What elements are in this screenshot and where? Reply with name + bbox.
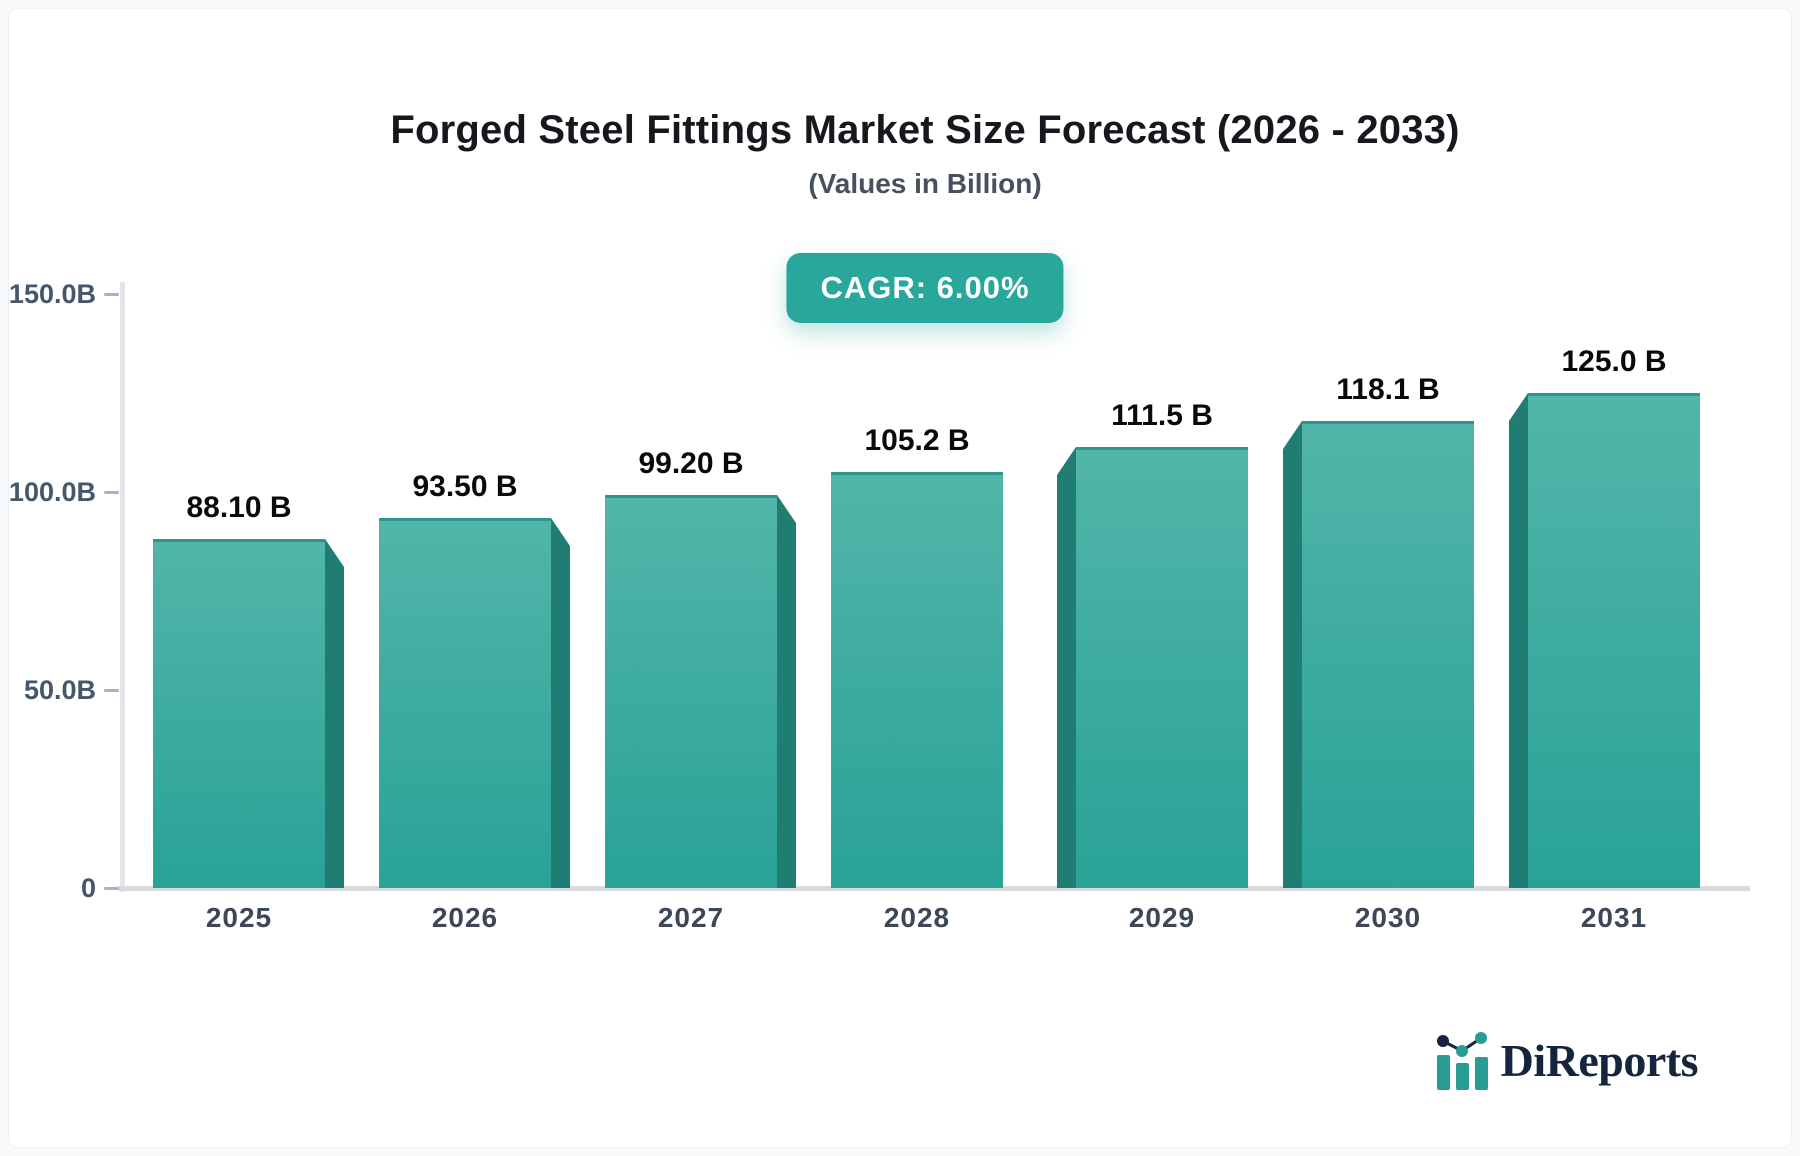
- bar-2027: [605, 495, 777, 888]
- direports-logo-text: DiReports: [1500, 1034, 1699, 1086]
- bar-value-label: 99.20 B: [638, 447, 744, 480]
- chart-subtitle: (Values in Billion): [808, 168, 1042, 199]
- bar-value-label: 93.50 B: [412, 470, 518, 503]
- bar-3d-side: [1283, 421, 1302, 888]
- x-baseline: [118, 886, 1750, 891]
- y-tick-mark: [104, 689, 119, 692]
- y-tick-mark: [104, 293, 119, 296]
- y-tick-label: 100.0B: [8, 477, 96, 507]
- x-axis-label-2030: 2030: [1354, 902, 1422, 933]
- x-axis-label-2028: 2028: [883, 902, 951, 933]
- chart-title: Forged Steel Fittings Market Size Foreca…: [390, 108, 1460, 152]
- bar-2026: [379, 518, 551, 888]
- bar-2029: [1076, 447, 1248, 888]
- y-tick-label: 50.0B: [23, 675, 96, 705]
- bar-value-label: 111.5 B: [1111, 399, 1213, 432]
- y-tick-mark: [104, 491, 119, 494]
- bar-2031: [1528, 393, 1700, 888]
- x-axis-label-2026: 2026: [431, 902, 499, 933]
- bar-2025: [153, 539, 325, 888]
- y-tick-label: 0: [80, 873, 96, 903]
- y-tick-label: 150.0B: [8, 279, 96, 309]
- cagr-badge: CAGR: 6.00%: [786, 253, 1064, 323]
- bar-2028: [831, 472, 1003, 888]
- direports-logo-icon: [1436, 1032, 1488, 1090]
- bar-value-label: 118.1 B: [1336, 373, 1440, 406]
- bar-2030: [1302, 421, 1474, 888]
- x-axis-label-2027: 2027: [657, 902, 725, 933]
- bar-3d-side: [325, 539, 344, 888]
- bar-3d-side: [777, 495, 796, 888]
- bar-3d-side: [551, 518, 570, 888]
- bar-3d-side: [1057, 447, 1076, 888]
- bar-value-label: 105.2 B: [864, 424, 970, 457]
- y-tick-mark: [104, 887, 119, 890]
- x-axis-label-2031: 2031: [1580, 902, 1648, 933]
- x-axis-label-2025: 2025: [205, 902, 273, 933]
- bar-3d-side: [1509, 393, 1528, 888]
- bar-value-label: 125.0 B: [1561, 345, 1667, 378]
- direports-logo: DiReports: [1435, 1028, 1699, 1092]
- bar-value-label: 88.10 B: [186, 491, 292, 524]
- y-axis-line: [120, 282, 125, 892]
- x-axis-label-2029: 2029: [1128, 902, 1196, 933]
